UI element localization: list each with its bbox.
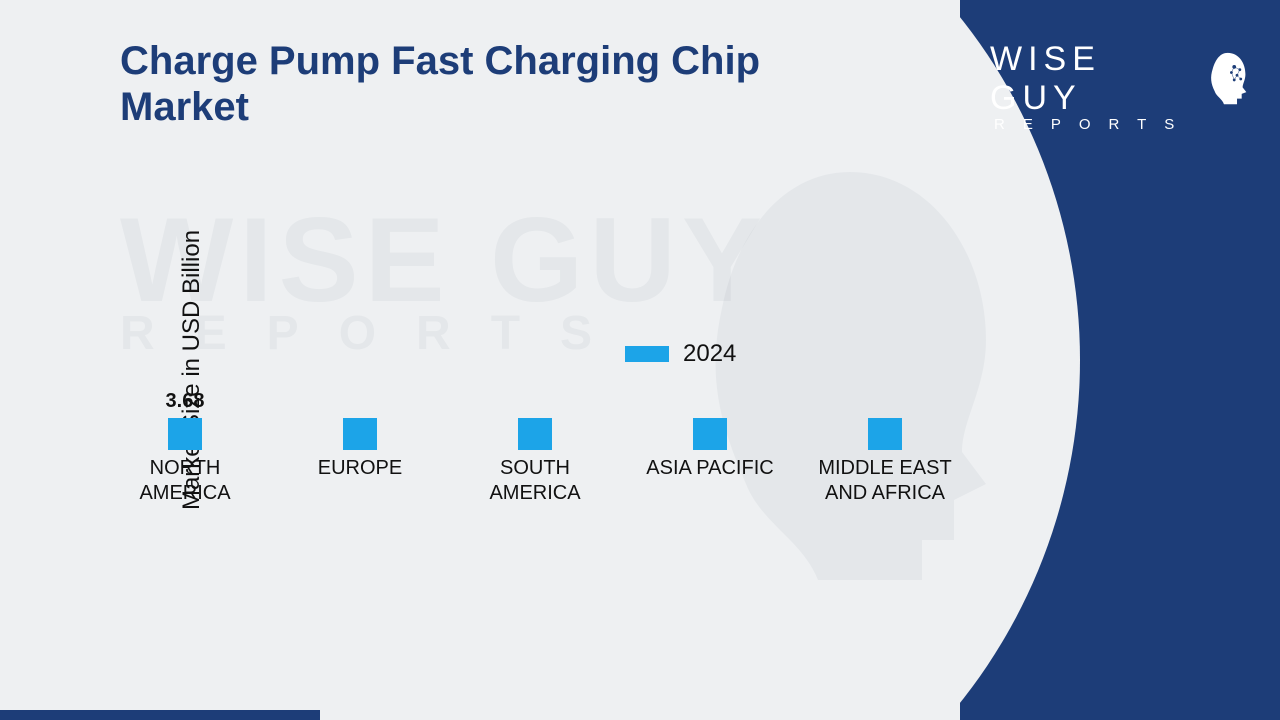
category-label: EUROPE xyxy=(285,450,435,570)
bar-value-label: 3.68 xyxy=(166,390,205,414)
bar-group xyxy=(635,390,785,450)
bar xyxy=(693,418,727,450)
head-icon xyxy=(1198,51,1250,107)
bar-group xyxy=(460,390,610,450)
category-label: ASIA PACIFIC xyxy=(635,450,785,570)
bar-chart: 2024 3.68 NOR xyxy=(110,150,960,570)
category-label: NORTH AMERICA xyxy=(110,450,260,570)
bottom-accent-bar xyxy=(0,710,320,720)
canvas: WISE GUY REPORTS Charge Pump Fast Chargi… xyxy=(0,0,1280,720)
logo-sub-text: REPORTS xyxy=(990,116,1250,133)
bar xyxy=(168,418,202,450)
bar xyxy=(343,418,377,450)
logo-main-row: WISE GUY xyxy=(990,40,1250,118)
category-labels-row: NORTH AMERICA EUROPE SOUTH AMERICA ASIA … xyxy=(110,450,960,570)
chart-title: Charge Pump Fast Charging Chip Market xyxy=(120,38,840,130)
bar-group xyxy=(810,390,960,450)
bars-container: 3.68 xyxy=(110,190,960,450)
brand-logo: WISE GUY REPORTS xyxy=(990,40,1250,133)
logo-main-text: WISE GUY xyxy=(990,40,1192,118)
category-label: SOUTH AMERICA xyxy=(460,450,610,570)
category-label: MIDDLE EAST AND AFRICA xyxy=(810,450,960,570)
bar-group: 3.68 xyxy=(110,390,260,450)
bar-group xyxy=(285,390,435,450)
bar xyxy=(518,418,552,450)
bar xyxy=(868,418,902,450)
